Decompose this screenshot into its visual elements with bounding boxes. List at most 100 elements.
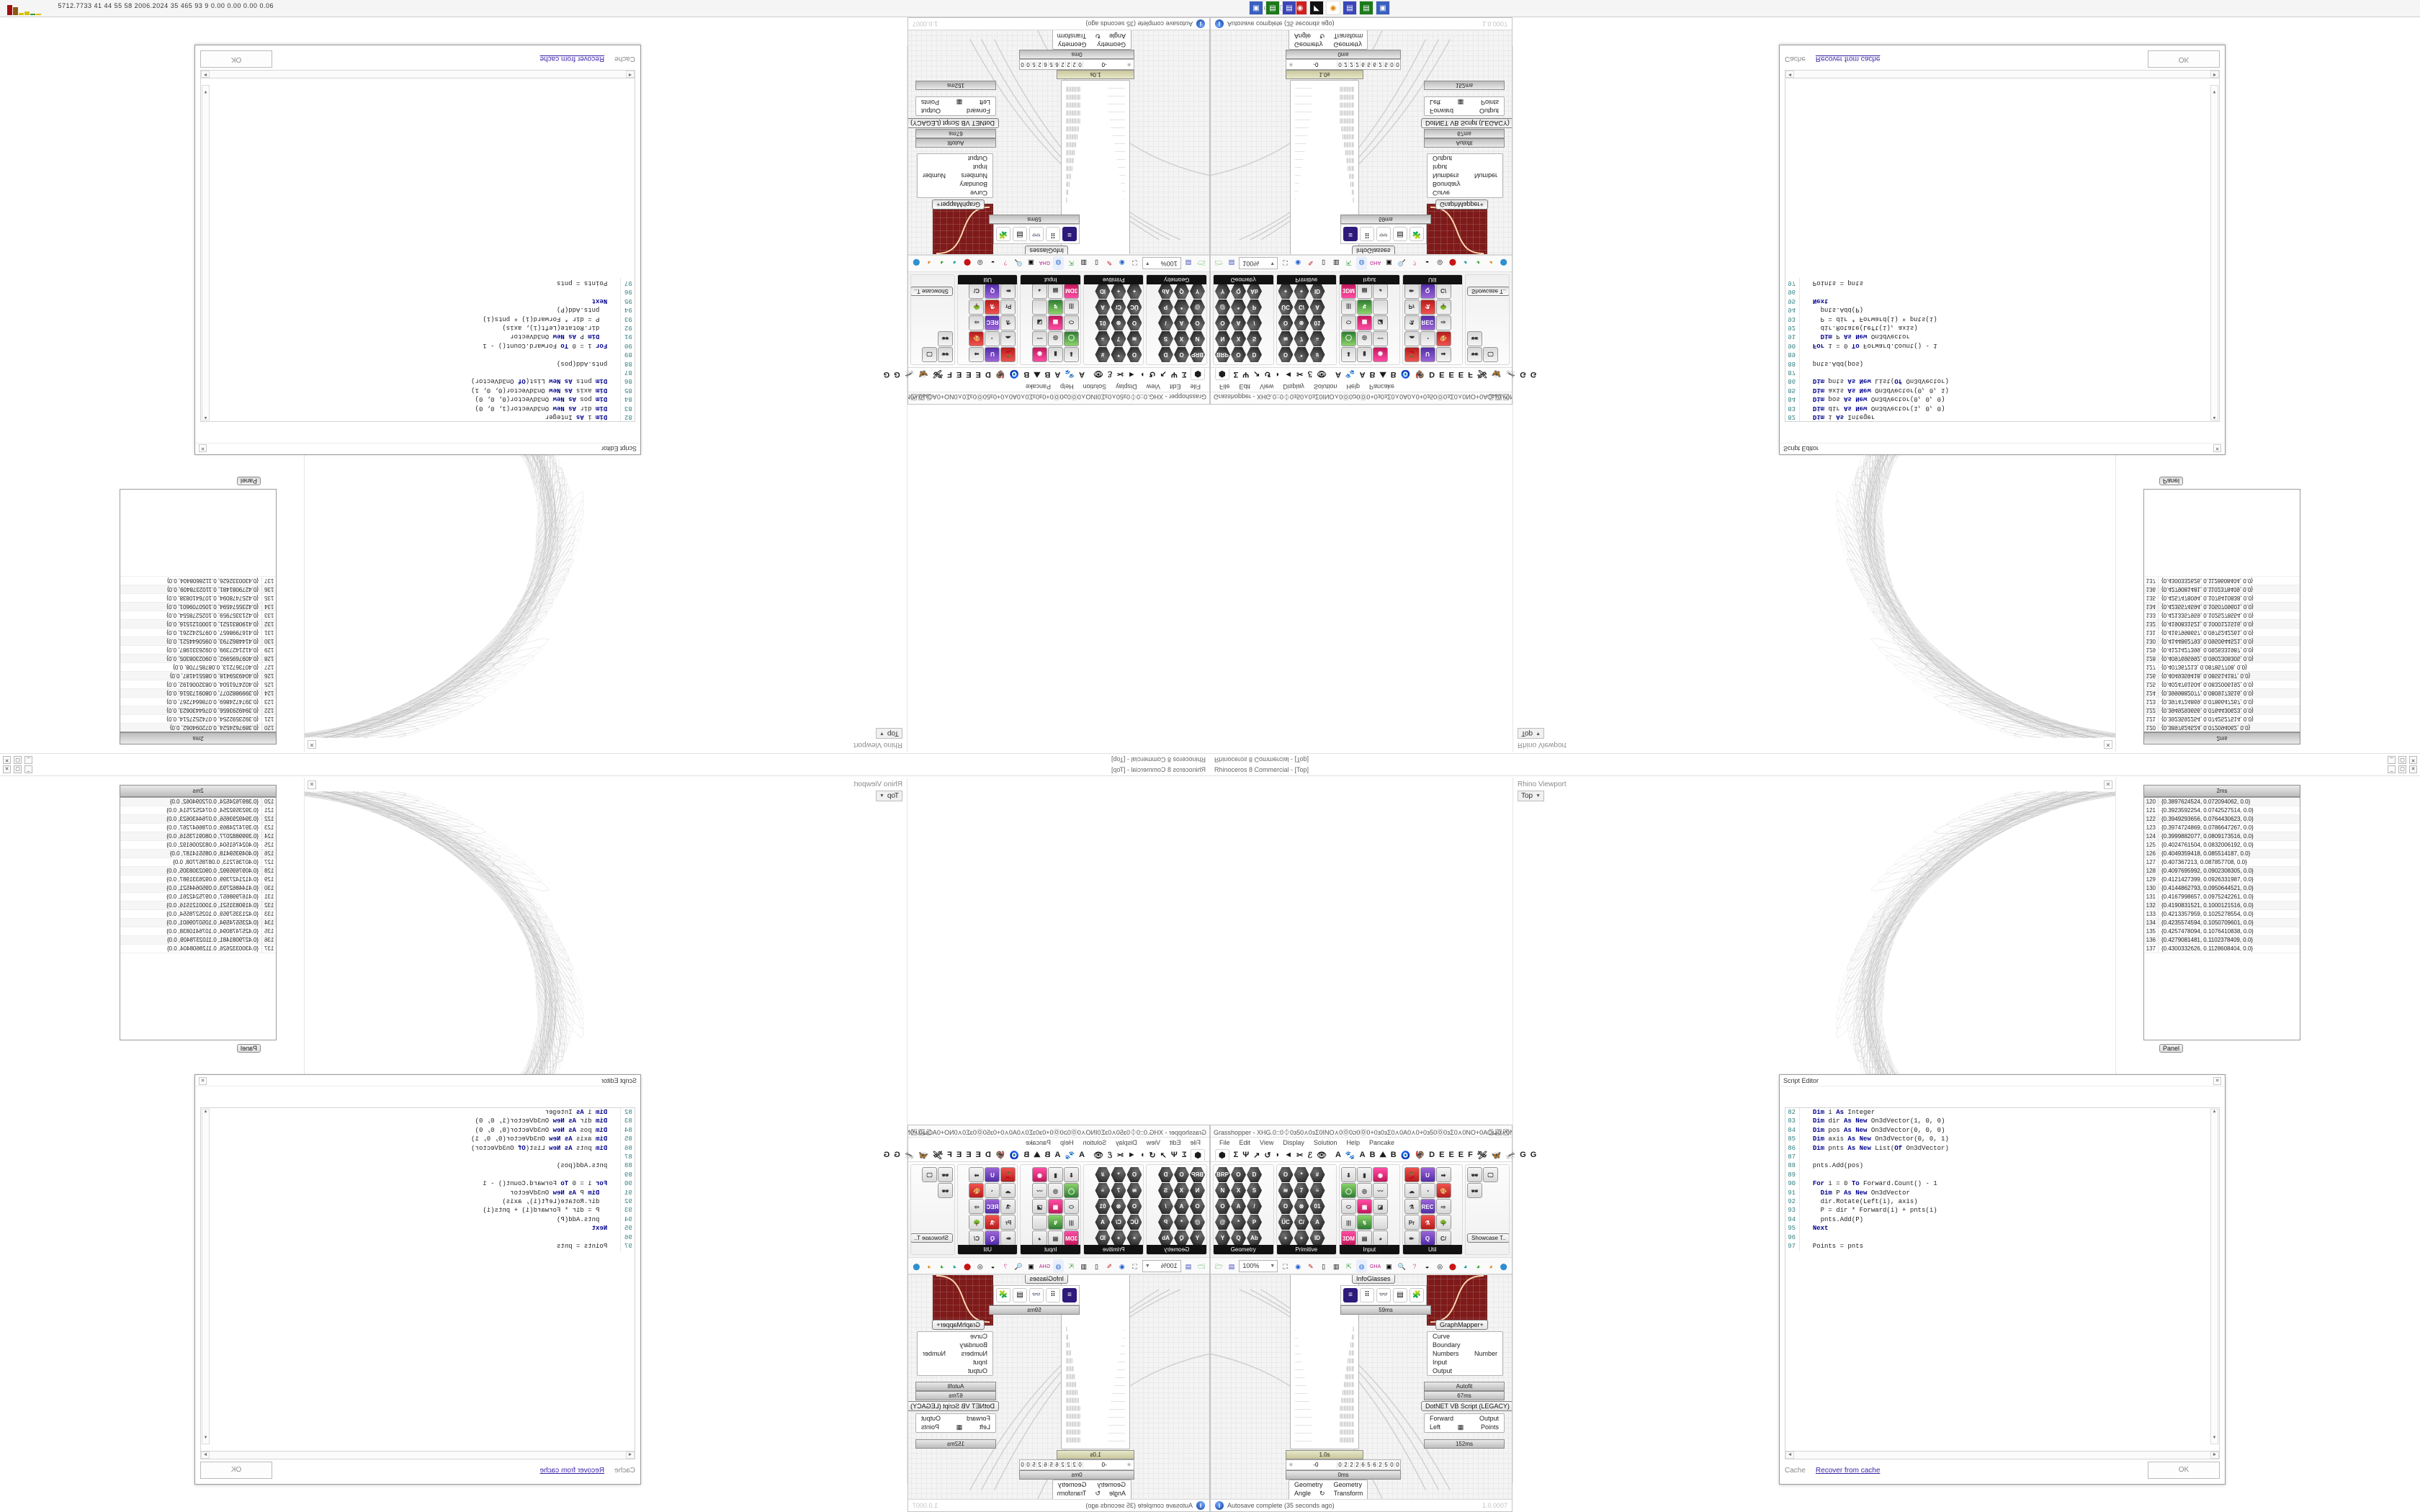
close-icon[interactable]: ✕ — [199, 444, 207, 452]
output-transform[interactable]: Transform — [1333, 32, 1363, 40]
component-icon--icon[interactable]: ≡ — [1095, 1183, 1111, 1198]
tab-intersect[interactable]: ✂ — [1296, 1151, 1304, 1160]
input-angle[interactable]: Angle — [1294, 32, 1312, 40]
grasshopper-tab-strip[interactable]: ⬢ Σ Ψ ↗ ↺ ◗ ◄ ✂ ℰ 👁 A 🐾 A B ⛰ B 🧿 🦃 D E … — [884, 1148, 1209, 1162]
output-geometry[interactable]: Geometry — [1333, 41, 1362, 48]
component-icon--icon[interactable]: ↯ — [1048, 300, 1063, 315]
tab-plugin-e3[interactable]: E — [956, 1151, 962, 1159]
shade-black-icon[interactable]: ◒ — [1425, 1262, 1430, 1270]
component-icon--icon[interactable]: 🍒 — [1000, 1167, 1016, 1182]
component-icon--icon[interactable]: 🕶 — [1467, 331, 1482, 346]
input-left[interactable]: Left — [979, 1423, 990, 1431]
component-icon-o-icon[interactable]: O — [1231, 347, 1246, 362]
menu-file[interactable]: File — [1219, 1139, 1230, 1146]
component-icon--icon[interactable]: 🎨 — [969, 1183, 985, 1198]
input-boundary[interactable]: Boundary — [959, 1341, 987, 1349]
script-editor-code[interactable]: 82 Dim i As Integer 83 Dim dir As New On3… — [200, 74, 635, 422]
component-icon-q-icon[interactable]: Q — [985, 1230, 1000, 1246]
panel-component[interactable]: 120 {0.3897624524, 0.072094062, 0.0} 121 {0… — [120, 489, 277, 732]
script-editor-vscrollbar[interactable]: ▲ ▼ — [2210, 85, 2218, 420]
component-icon--icon[interactable]: ◪ — [1373, 1199, 1388, 1214]
component-icon--icon[interactable]: ▦ — [1048, 315, 1063, 330]
menu-display[interactable]: Display — [1116, 1139, 1137, 1146]
capture-icon[interactable]: ▣ — [1386, 1262, 1392, 1270]
recover-from-cache-link[interactable]: Recover from cache — [539, 55, 605, 63]
info-glasses-component[interactable]: ≡ ⠿ 👓 ▤ 🧩 — [1340, 224, 1427, 244]
component-icon-q-icon[interactable]: Q — [1174, 284, 1189, 299]
component-icon--icon[interactable]: ≡ — [1095, 331, 1111, 346]
paint-teal-icon[interactable]: ◕ — [1463, 259, 1468, 267]
input-left[interactable]: Left — [1430, 1423, 1441, 1431]
maximize-icon[interactable]: ▢ — [14, 756, 22, 764]
component-icon--icon[interactable]: ◕ — [1032, 1230, 1047, 1246]
component-icon-n-icon[interactable]: N — [1190, 331, 1205, 346]
tab-intersect[interactable]: ✂ — [1116, 1151, 1124, 1160]
ribbon-group-extra[interactable]: Showcase T.. 🕶 🖵 🕶 — [1465, 274, 1510, 365]
component-icon-aug20-icon[interactable] — [1373, 1215, 1388, 1230]
script-editor-hscrollbar[interactable]: ◄ ► — [200, 70, 635, 78]
component-icon-a-icon[interactable]: A — [1095, 300, 1111, 315]
glasses-mode-3-icon[interactable]: 👓 — [1376, 227, 1391, 241]
taskbar-app-icons-2[interactable]: ▣ ▤ ▤ — [1249, 1, 1296, 15]
input-geometry[interactable]: Geometry — [1294, 1481, 1323, 1488]
tab-plugin-e2[interactable]: E — [966, 1151, 972, 1159]
menu-display[interactable]: Display — [1116, 383, 1137, 390]
component-icon--icon[interactable]: + — [1278, 1230, 1294, 1246]
input-input[interactable]: Input — [972, 163, 987, 171]
glasses-mode-2-icon[interactable]: ⠿ — [1046, 1288, 1060, 1302]
capture-icon[interactable]: ▣ — [1386, 259, 1392, 267]
script-editor-code[interactable]: 82 Dim i As Integer 83 Dim dir As New On3… — [200, 1107, 635, 1455]
menu-display[interactable]: Display — [1283, 1139, 1304, 1146]
component-icon--icon[interactable]: ≋ — [1127, 331, 1142, 346]
tab-display[interactable]: 👁 — [1317, 369, 1327, 379]
save-icon[interactable]: ▤ — [1282, 1, 1296, 15]
bake-icon[interactable]: ✎ — [1106, 1262, 1112, 1270]
component-icon--icon[interactable]: ◕ — [1373, 1230, 1388, 1246]
component-icon-o-icon[interactable]: O — [1215, 315, 1230, 330]
component-icon-o-icon[interactable]: O — [1127, 315, 1142, 330]
cluster-icon[interactable]: ▯ — [1094, 259, 1098, 267]
ok-button[interactable]: OK — [200, 1462, 272, 1479]
minimize-icon[interactable]: _ — [2388, 765, 2396, 773]
component-icon--icon[interactable]: ▦ — [1048, 1199, 1063, 1214]
output-number[interactable]: Number — [923, 172, 946, 179]
ribbon-group-geometry[interactable]: BRP O D N X S O A / @ * P Y Q Ab Geometry — [1146, 274, 1207, 365]
scroll-left-icon[interactable]: ◄ — [626, 71, 635, 78]
tab-plugin-a2[interactable]: 🐾 — [1345, 1151, 1355, 1160]
glasses-mode-4-icon[interactable]: ▤ — [1393, 227, 1407, 241]
display-icon[interactable]: ▣ — [1376, 1, 1390, 15]
script-editor-hscrollbar[interactable]: ◄ ► — [200, 1451, 635, 1459]
tab-intersect[interactable]: ✂ — [1296, 369, 1304, 379]
input-left[interactable]: Left — [979, 99, 990, 106]
glasses-mode-1-icon[interactable]: ≡ — [1343, 1288, 1358, 1302]
zoom-level-selector[interactable]: 100% ▼ — [1142, 257, 1181, 270]
tab-plugin-d[interactable]: D — [1429, 1151, 1435, 1159]
tab-plugin-b3[interactable]: B — [1390, 1151, 1397, 1159]
vb-script-component[interactable]: Forward Output Left ▦ Points — [1424, 96, 1505, 116]
grasshopper-menubar[interactable]: File Edit View Display Solution Help Pan… — [908, 381, 1209, 392]
component-icon--icon[interactable]: 〰 — [1032, 331, 1047, 346]
tab-mesh[interactable]: ◄ — [1127, 370, 1136, 379]
tab-plugin-b1[interactable]: B — [1369, 1151, 1376, 1159]
maximize-icon[interactable]: ▢ — [2398, 756, 2406, 764]
component-icon-o-icon[interactable]: O — [1127, 1167, 1142, 1182]
tab-plugin-e1[interactable]: E — [975, 370, 981, 379]
component-icon-a-icon[interactable]: A — [1231, 315, 1246, 330]
component-icon-q-icon[interactable]: Q — [1231, 284, 1246, 299]
component-icon--icon[interactable]: ▮ — [1048, 1167, 1063, 1182]
component-icon--icon[interactable]: ⇨ — [969, 1199, 985, 1214]
tab-plugin-g1[interactable]: 🛩 — [1476, 1151, 1487, 1160]
component-icon--icon[interactable]: + — [1294, 1230, 1309, 1246]
tab-plugin-f[interactable]: F — [1468, 1151, 1473, 1159]
component-icon--icon[interactable]: ☁ — [1000, 1183, 1016, 1198]
component-icon--icon[interactable]: ◪ — [1032, 315, 1047, 330]
open-folder-icon[interactable]: 🗁 — [1214, 1262, 1223, 1270]
tab-plugin-c2[interactable]: 🦃 — [995, 1151, 1005, 1160]
gha-icon[interactable]: GHA — [1039, 260, 1051, 266]
shade-wire-icon[interactable]: ◎ — [977, 1262, 983, 1270]
component-icon-q-icon[interactable]: Q — [985, 284, 1000, 299]
component-icon--icon[interactable]: ☁ — [1000, 331, 1016, 346]
component-icon-id-icon[interactable]: ID — [1309, 1230, 1325, 1246]
tab-plugin-e3[interactable]: E — [956, 370, 962, 379]
component-icon--icon[interactable]: ◯ — [1341, 331, 1356, 346]
